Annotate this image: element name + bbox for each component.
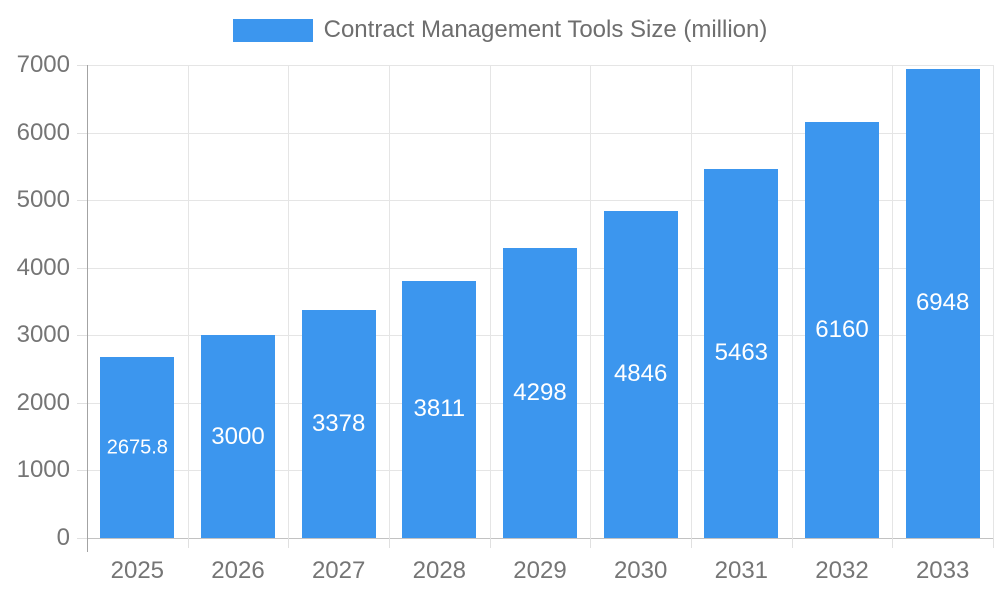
bar-2028[interactable]: 3811	[402, 280, 477, 538]
x-gridline	[188, 65, 189, 538]
y-tick-mark	[77, 470, 87, 472]
x-axis-tick-label: 2033	[915, 557, 970, 584]
x-tick-mark	[188, 538, 189, 548]
legend[interactable]: Contract Management Tools Size (million)	[0, 16, 1000, 44]
x-gridline	[389, 65, 390, 538]
x-axis-tick-label: 2026	[211, 557, 265, 584]
plot-area: 2675.8 3000 3378 3811 4298 4846 5463 6160 6948	[87, 65, 994, 548]
y-axis-tick-label: 5000	[16, 186, 70, 214]
y-tick-mark	[77, 65, 87, 66]
y-axis-tick-label: 1000	[16, 456, 70, 484]
bar-value-label: 6160	[815, 315, 869, 343]
bar-value-label: 2675.8	[106, 436, 168, 459]
y-axis-tick-label: 6000	[16, 118, 70, 146]
y-axis-tick-label: 7000	[16, 51, 70, 78]
legend-swatch	[232, 18, 313, 42]
y-axis-tick-label: 4000	[16, 253, 70, 281]
bar-value-label: 6948	[915, 289, 970, 317]
bar-value-label: 3811	[413, 395, 466, 423]
x-tick-mark	[288, 538, 289, 548]
bar-value-label: 3378	[311, 409, 366, 437]
y-gridline	[87, 200, 993, 202]
bar-value-label: 4846	[613, 360, 668, 388]
bar-2031[interactable]: 5463	[704, 168, 779, 538]
y-gridline	[87, 132, 993, 134]
x-tick-mark	[892, 538, 893, 548]
x-tick-mark	[792, 538, 793, 548]
x-axis-tick-label: 2030	[613, 557, 668, 584]
bar-2032[interactable]: 6160	[805, 121, 879, 538]
x-axis-tick-label: 2027	[311, 557, 366, 584]
x-gridline	[993, 65, 994, 538]
y-tick-mark	[77, 538, 87, 539]
y-tick-mark	[77, 335, 87, 337]
x-gridline	[792, 65, 793, 538]
x-gridline	[490, 65, 491, 538]
x-axis-tick-label: 2029	[513, 557, 567, 584]
x-axis-tick-label: 2028	[412, 557, 467, 584]
x-axis-tick-label: 2031	[714, 557, 769, 584]
x-tick-mark	[389, 538, 390, 548]
y-axis-tick-label: 3000	[16, 321, 70, 349]
bar-value-label: 3000	[211, 422, 265, 450]
bar-2030[interactable]: 4846	[603, 210, 678, 538]
y-tick-mark	[77, 267, 87, 269]
legend-label: Contract Management Tools Size (million)	[323, 16, 768, 43]
y-tick-mark	[77, 402, 87, 404]
x-gridline	[691, 65, 692, 538]
x-tick-mark	[691, 538, 692, 548]
x-tick-mark	[490, 538, 491, 548]
bar-value-label: 4298	[513, 378, 567, 406]
x-gridline	[590, 65, 591, 538]
x-axis-tick-label: 2025	[110, 557, 165, 584]
x-gridline	[87, 65, 88, 548]
y-tick-mark	[77, 200, 87, 202]
y-gridline	[87, 538, 993, 539]
y-tick-mark	[77, 132, 87, 134]
y-gridline	[87, 65, 993, 66]
bar-2029[interactable]: 4298	[503, 247, 577, 538]
bar-2027[interactable]: 3378	[301, 309, 376, 538]
bar-2033[interactable]: 6948	[905, 68, 980, 538]
x-tick-mark	[590, 538, 591, 548]
bar-value-label: 5463	[714, 339, 769, 367]
y-axis-tick-label: 2000	[16, 388, 70, 416]
bar-2026[interactable]: 3000	[201, 335, 275, 538]
x-axis-tick-label: 2032	[815, 557, 869, 584]
x-gridline	[892, 65, 893, 538]
y-axis-tick-label: 0	[56, 524, 70, 551]
bar-2025[interactable]: 2675.8	[100, 357, 175, 538]
x-tick-mark	[993, 538, 994, 548]
x-gridline	[288, 65, 289, 538]
x-tick-mark	[87, 538, 88, 552]
